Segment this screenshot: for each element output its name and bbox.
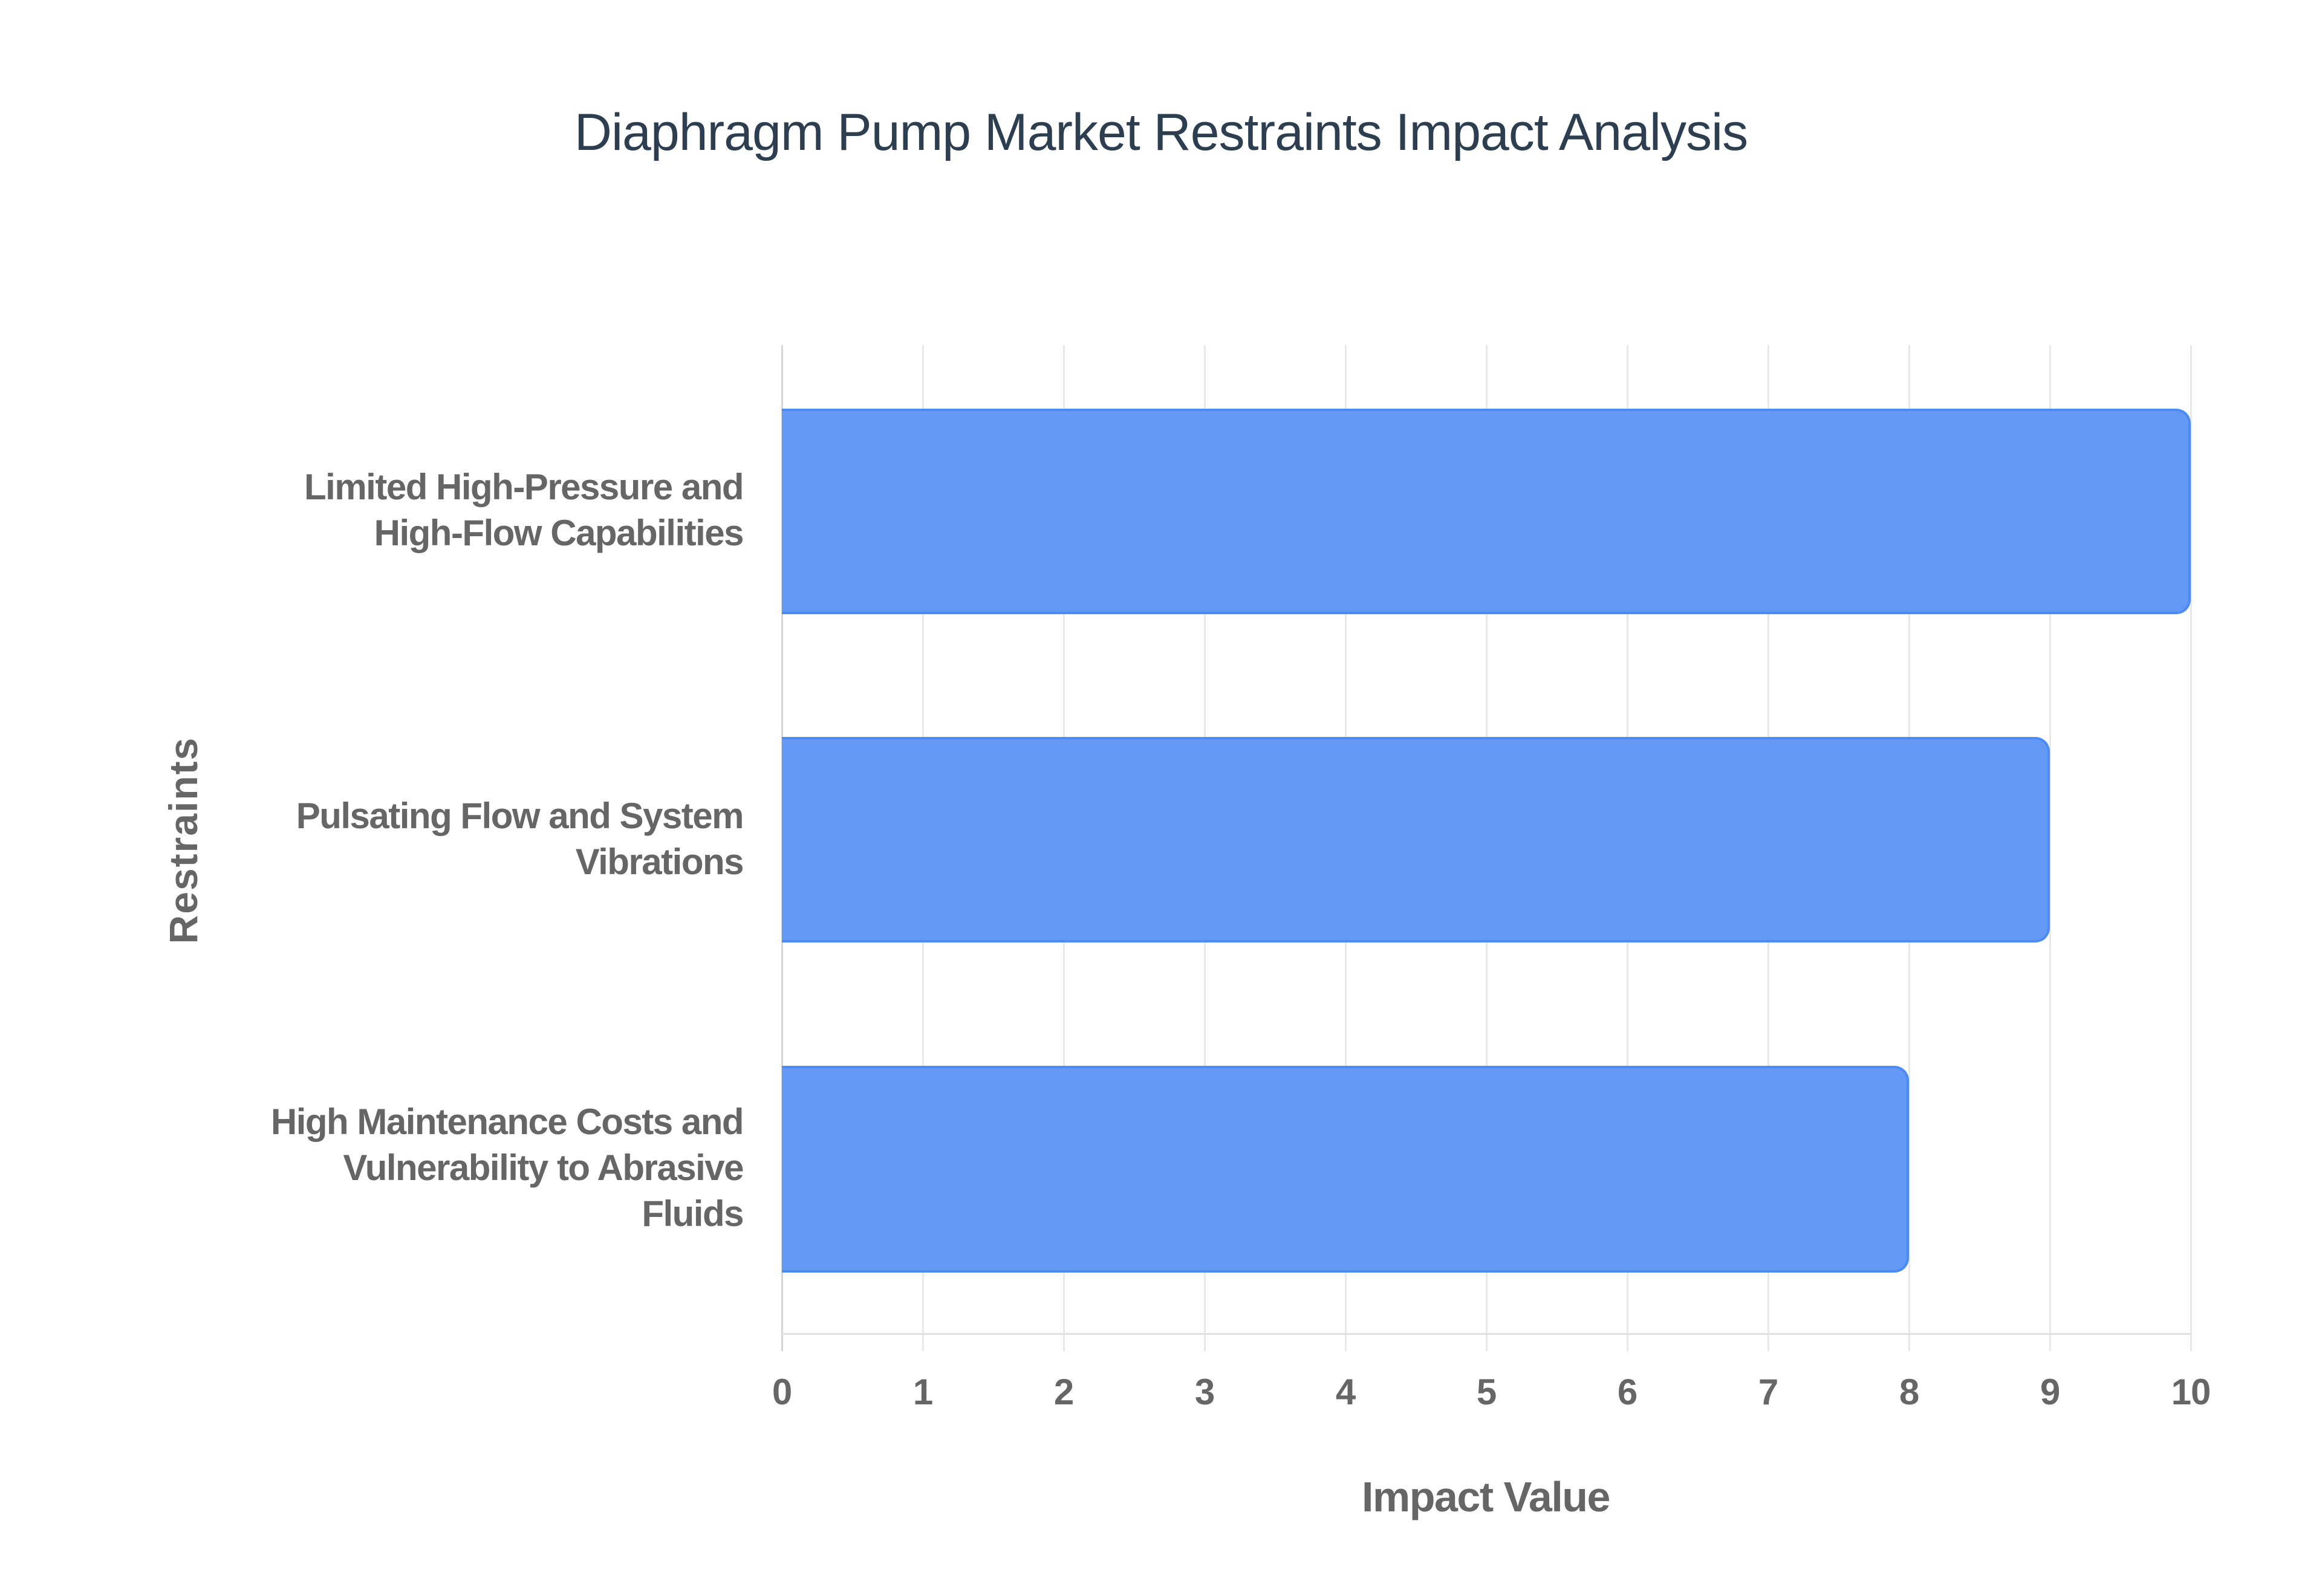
x-tick-10: 10 <box>2171 1372 2211 1412</box>
category-label-line: High Maintenance Costs and <box>270 1101 744 1142</box>
x-tick-0: 0 <box>772 1372 792 1412</box>
category-label-high-maintenance: High Maintenance Costs and Vulnerability… <box>199 1099 744 1237</box>
x-tick-3: 3 <box>1194 1372 1215 1412</box>
chart-title: Diaphragm Pump Market Restraints Impact … <box>574 103 1748 161</box>
category-label-pulsating-flow: Pulsating Flow and System Vibrations <box>199 793 744 885</box>
x-axis-line <box>782 1333 2191 1335</box>
gridline-10 <box>2190 345 2192 1351</box>
x-tick-4: 4 <box>1335 1372 1356 1412</box>
category-label-line: Vibrations <box>575 842 744 882</box>
category-label-line: Fluids <box>642 1193 744 1234</box>
x-tick-5: 5 <box>1476 1372 1497 1412</box>
bar-limited-high-pressure[interactable] <box>782 409 2191 614</box>
bar-high-maintenance[interactable] <box>782 1066 1909 1273</box>
category-label-line: Vulnerability to Abrasive <box>343 1147 744 1188</box>
x-axis-title: Impact Value <box>1362 1473 1610 1520</box>
category-label-limited-high-pressure: Limited High-Pressure and High-Flow Capa… <box>199 464 744 556</box>
plot-area <box>781 345 2192 1351</box>
bar-pulsating-flow[interactable] <box>782 737 2050 942</box>
x-tick-7: 7 <box>1758 1372 1778 1412</box>
category-label-line: High-Flow Capabilities <box>374 513 744 553</box>
gridline-9 <box>2049 345 2051 1351</box>
x-tick-1: 1 <box>912 1372 933 1412</box>
category-label-line: Limited High-Pressure and <box>304 467 744 507</box>
x-tick-9: 9 <box>2040 1372 2060 1412</box>
x-tick-2: 2 <box>1053 1372 1074 1412</box>
category-label-line: Pulsating Flow and System <box>296 796 744 836</box>
x-tick-8: 8 <box>1899 1372 1919 1412</box>
x-tick-6: 6 <box>1617 1372 1637 1412</box>
